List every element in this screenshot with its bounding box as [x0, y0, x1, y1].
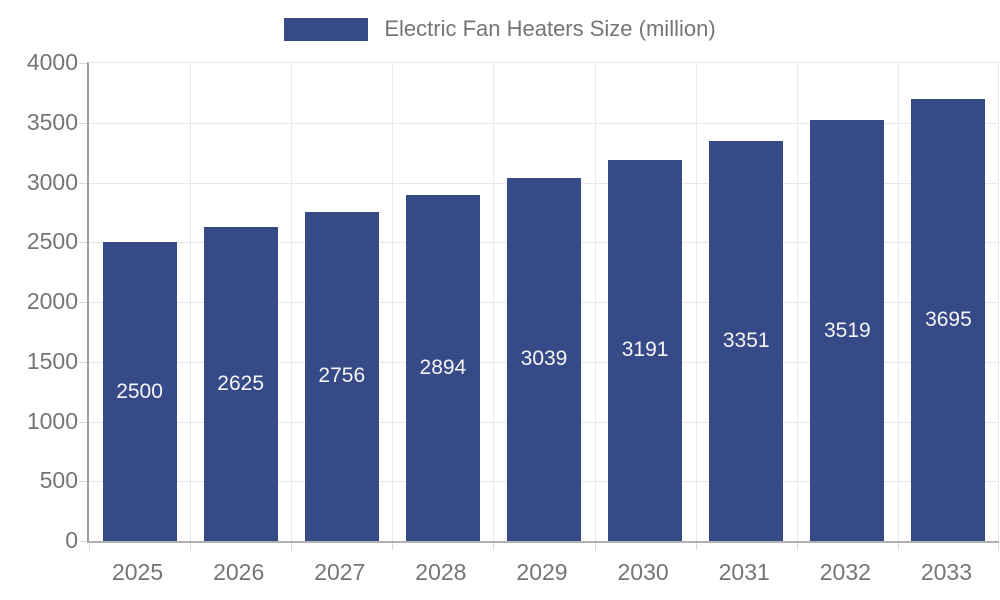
- bar-value-label: 2756: [318, 364, 366, 388]
- x-tick-label: 2033: [920, 559, 973, 585]
- y-tick-mark: [79, 63, 87, 64]
- y-tick-label: 3500: [26, 108, 78, 135]
- x-tick-mark: [89, 543, 90, 550]
- y-tick-label: 2500: [26, 228, 78, 255]
- bar-2030: 3191: [608, 159, 683, 541]
- gridline-vertical: [493, 63, 495, 541]
- y-tick-mark: [79, 361, 87, 363]
- x-tick-mark: [190, 543, 192, 550]
- gridline-vertical: [594, 63, 596, 541]
- gridline-vertical: [291, 63, 293, 541]
- x-tick-mark: [897, 543, 899, 550]
- bar-value-label: 3191: [621, 338, 669, 362]
- legend: Electric Fan Heaters Size (million): [0, 16, 1000, 42]
- y-tick-mark: [79, 182, 87, 184]
- bar-value-label: 2500: [116, 379, 163, 403]
- x-tick-label: 2029: [516, 559, 568, 585]
- bar-value-label: 3695: [925, 308, 972, 332]
- y-tick-mark: [79, 302, 87, 303]
- legend-label: Electric Fan Heaters Size (million): [384, 16, 716, 41]
- x-tick-mark: [392, 543, 394, 550]
- x-tick-mark: [594, 543, 596, 550]
- gridline-vertical: [897, 63, 899, 541]
- y-tick-label: 1500: [26, 347, 78, 374]
- bar-2033: 3695: [911, 99, 986, 541]
- legend-swatch: [284, 17, 369, 41]
- bar-value-label: 2894: [419, 356, 467, 380]
- gridline-vertical: [998, 63, 999, 541]
- bar-value-label: 3351: [722, 328, 770, 352]
- y-tick-mark: [79, 481, 87, 483]
- x-tick-label: 2030: [617, 559, 669, 585]
- bar-value-label: 3519: [823, 318, 871, 342]
- y-tick-mark: [79, 242, 87, 244]
- bar-2031: 3351: [709, 140, 784, 541]
- y-tick-label: 2000: [26, 288, 78, 314]
- x-tick-label: 2025: [111, 559, 164, 585]
- x-tick-label: 2028: [415, 559, 467, 585]
- y-tick-mark: [79, 541, 87, 542]
- x-tick-label: 2027: [314, 559, 366, 585]
- y-tick-label: 0: [65, 527, 78, 553]
- y-tick-label: 3000: [26, 168, 78, 195]
- y-tick-label: 500: [39, 467, 78, 494]
- x-tick-mark: [998, 543, 999, 550]
- bar-2026: 2625: [203, 227, 278, 541]
- x-tick-label: 2026: [213, 559, 265, 585]
- x-tick-mark: [493, 543, 495, 550]
- bar-2027: 2756: [304, 211, 379, 541]
- y-tick-label: 4000: [26, 49, 78, 75]
- x-tick-label: 2032: [819, 559, 871, 585]
- x-tick-label: 2031: [718, 559, 770, 585]
- gridline-horizontal: [89, 122, 999, 124]
- bar-2032: 3519: [810, 120, 885, 541]
- bar-2029: 3039: [507, 177, 581, 541]
- gridline-vertical: [796, 63, 798, 541]
- y-tick-label: 1000: [26, 407, 78, 434]
- y-tick-mark: [79, 122, 87, 124]
- bar-2028: 2894: [405, 195, 480, 541]
- y-tick-mark: [79, 421, 87, 423]
- bar-value-label: 3039: [520, 347, 568, 371]
- bar-value-label: 2625: [217, 372, 265, 396]
- gridline-vertical: [392, 63, 394, 541]
- x-tick-mark: [695, 543, 697, 550]
- x-tick-mark: [796, 543, 798, 550]
- plot-area: 2500 2625 2756 2894 3039 3191 3351 3519 3695: [79, 62, 999, 550]
- bar-2025: 2500: [102, 242, 177, 541]
- gridline-vertical: [190, 63, 192, 541]
- x-tick-mark: [291, 543, 293, 550]
- gridline-vertical: [695, 63, 697, 541]
